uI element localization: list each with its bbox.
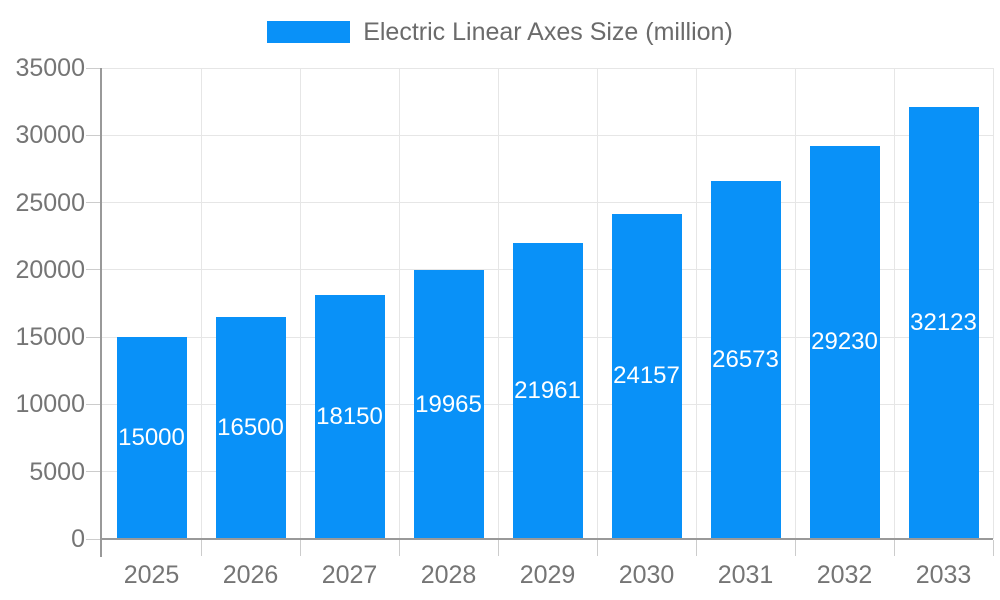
y-tick-mark [86,202,102,204]
bar-value-label: 19965 [415,390,482,418]
bar[interactable] [710,181,781,538]
x-tick-mark [497,540,499,556]
bar-value-label: 21961 [514,377,581,405]
y-tick-mark [86,67,102,69]
y-tick-label: 30000 [15,121,85,150]
legend[interactable]: Electric Linear Axes Size (million) [0,17,1000,46]
y-tick-mark [86,471,102,473]
y-tick-label: 5000 [29,457,85,486]
x-tick-label: 2032 [816,561,873,589]
x-tick-label: 2029 [519,561,576,589]
x-tick-mark [992,540,994,556]
x-axis-line [100,538,993,540]
y-tick-label: 15000 [15,323,85,352]
y-axis-line [100,68,102,557]
legend-label: Electric Linear Axes Size (million) [363,17,733,46]
y-tick-mark [86,134,102,136]
h-gridline [102,202,993,204]
v-gridline [992,68,994,539]
bar[interactable] [512,243,583,538]
x-tick-label: 2030 [618,561,675,589]
y-tick-label: 25000 [15,188,85,217]
y-tick-label: 0 [71,525,85,553]
y-tick-mark [86,538,102,540]
bar-value-label: 26573 [712,346,779,374]
x-tick-label: 2027 [321,561,378,589]
bar[interactable] [116,337,187,538]
bar[interactable] [809,145,880,538]
v-gridline [497,68,499,539]
v-gridline [893,68,895,539]
y-tick-label: 10000 [15,390,85,419]
x-tick-label: 2028 [420,561,477,589]
bar-value-label: 15000 [118,424,185,452]
x-tick-mark [299,540,301,556]
bar[interactable] [908,106,979,538]
bar[interactable] [413,270,484,538]
y-tick-mark [86,403,102,405]
y-tick-mark [86,336,102,338]
v-gridline [299,68,301,539]
bar-value-label: 18150 [316,402,383,430]
x-tick-mark [794,540,796,556]
v-gridline [794,68,796,539]
v-gridline [200,68,202,539]
v-gridline [398,68,400,539]
x-tick-mark [695,540,697,556]
bar[interactable] [314,294,385,538]
x-tick-label: 2031 [717,561,774,589]
bar-value-label: 29230 [811,328,878,356]
v-gridline [596,68,598,539]
bar-value-label: 32123 [910,308,977,336]
bar[interactable] [215,316,286,538]
x-tick-label: 2025 [123,561,180,589]
h-gridline [102,134,993,136]
legend-swatch [267,21,351,43]
bar[interactable] [611,213,682,538]
x-tick-mark [200,540,202,556]
bar-value-label: 16500 [217,413,284,441]
y-tick-label: 35000 [15,54,85,82]
x-tick-label: 2033 [915,561,972,589]
x-tick-label: 2026 [222,561,279,589]
h-gridline [102,67,993,69]
bar-value-label: 24157 [613,362,680,390]
x-tick-mark [893,540,895,556]
y-tick-label: 20000 [15,255,85,284]
x-tick-mark [596,540,598,556]
y-tick-mark [86,269,102,271]
v-gridline [695,68,697,539]
x-tick-mark [398,540,400,556]
